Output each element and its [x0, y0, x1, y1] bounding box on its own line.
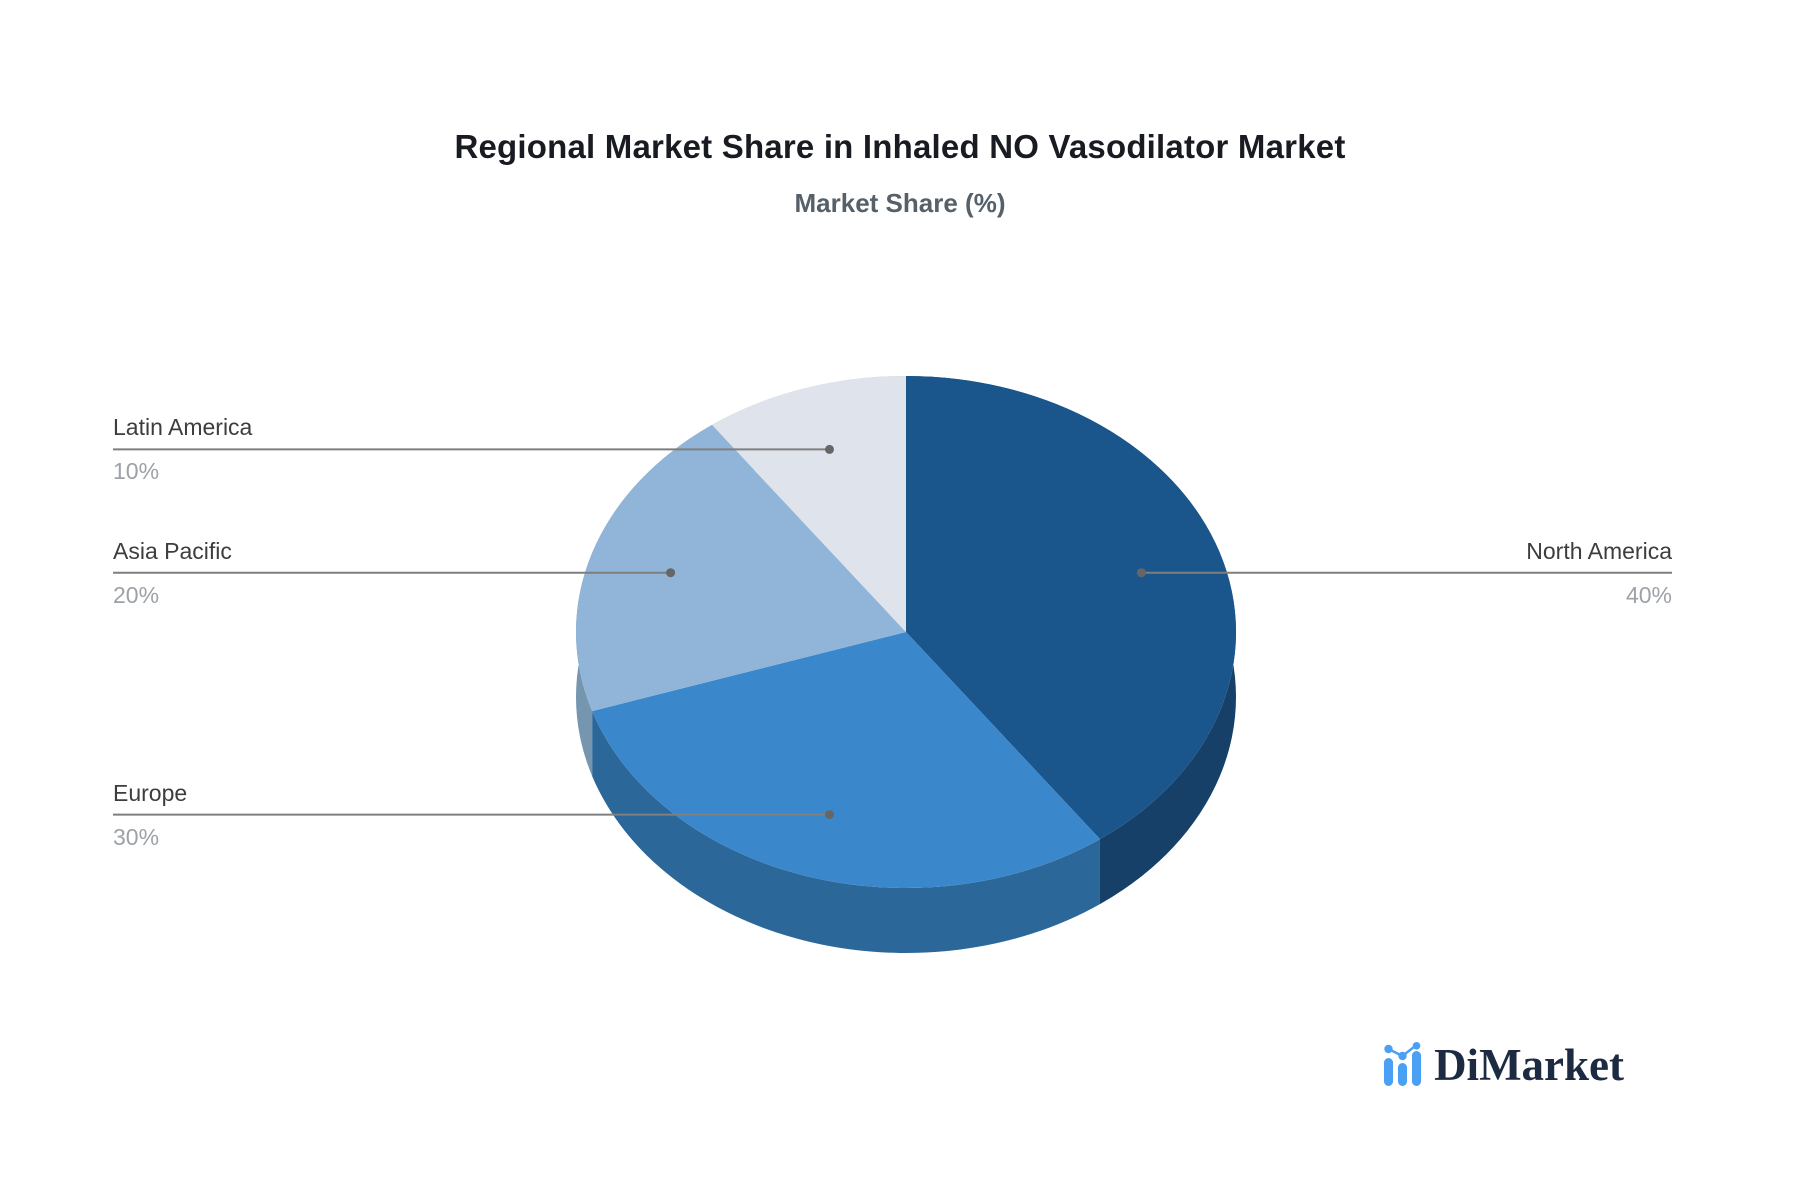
pie-slice-north-america[interactable]	[906, 376, 1237, 840]
slice-value-europe: 30%	[113, 823, 160, 850]
slice-label-europe: Europe	[113, 779, 188, 806]
pie-slice-asia-pacific[interactable]	[575, 424, 906, 712]
bar-chart-icon	[1384, 1042, 1422, 1086]
pie-slice-latin-america[interactable]	[712, 376, 906, 632]
slice-label-north-america: North America	[1526, 537, 1672, 564]
chart-title: Regional Market Share in Inhaled NO Vaso…	[454, 128, 1346, 165]
slice-value-north-america: 40%	[1625, 581, 1672, 608]
leader-dot-north-america	[1136, 568, 1146, 578]
leader-dot-asia-pacific	[666, 568, 676, 578]
slice-value-asia-pacific: 20%	[113, 581, 160, 608]
slice-label-asia-pacific: Asia Pacific	[113, 537, 232, 564]
brand-logo-text: DiMarket	[1434, 1039, 1624, 1090]
slice-value-latin-america: 10%	[113, 458, 160, 485]
leader-dot-latin-america	[825, 444, 834, 454]
pie-slice-wall-europe	[592, 711, 1100, 954]
chart-subtitle: Market Share (%)	[794, 188, 1006, 218]
pie-slice-europe[interactable]	[592, 632, 1100, 889]
leader-dot-europe	[825, 810, 834, 820]
brand-logo[interactable]: DiMarket	[1383, 1039, 1624, 1090]
slice-label-latin-america: Latin America	[113, 414, 253, 441]
